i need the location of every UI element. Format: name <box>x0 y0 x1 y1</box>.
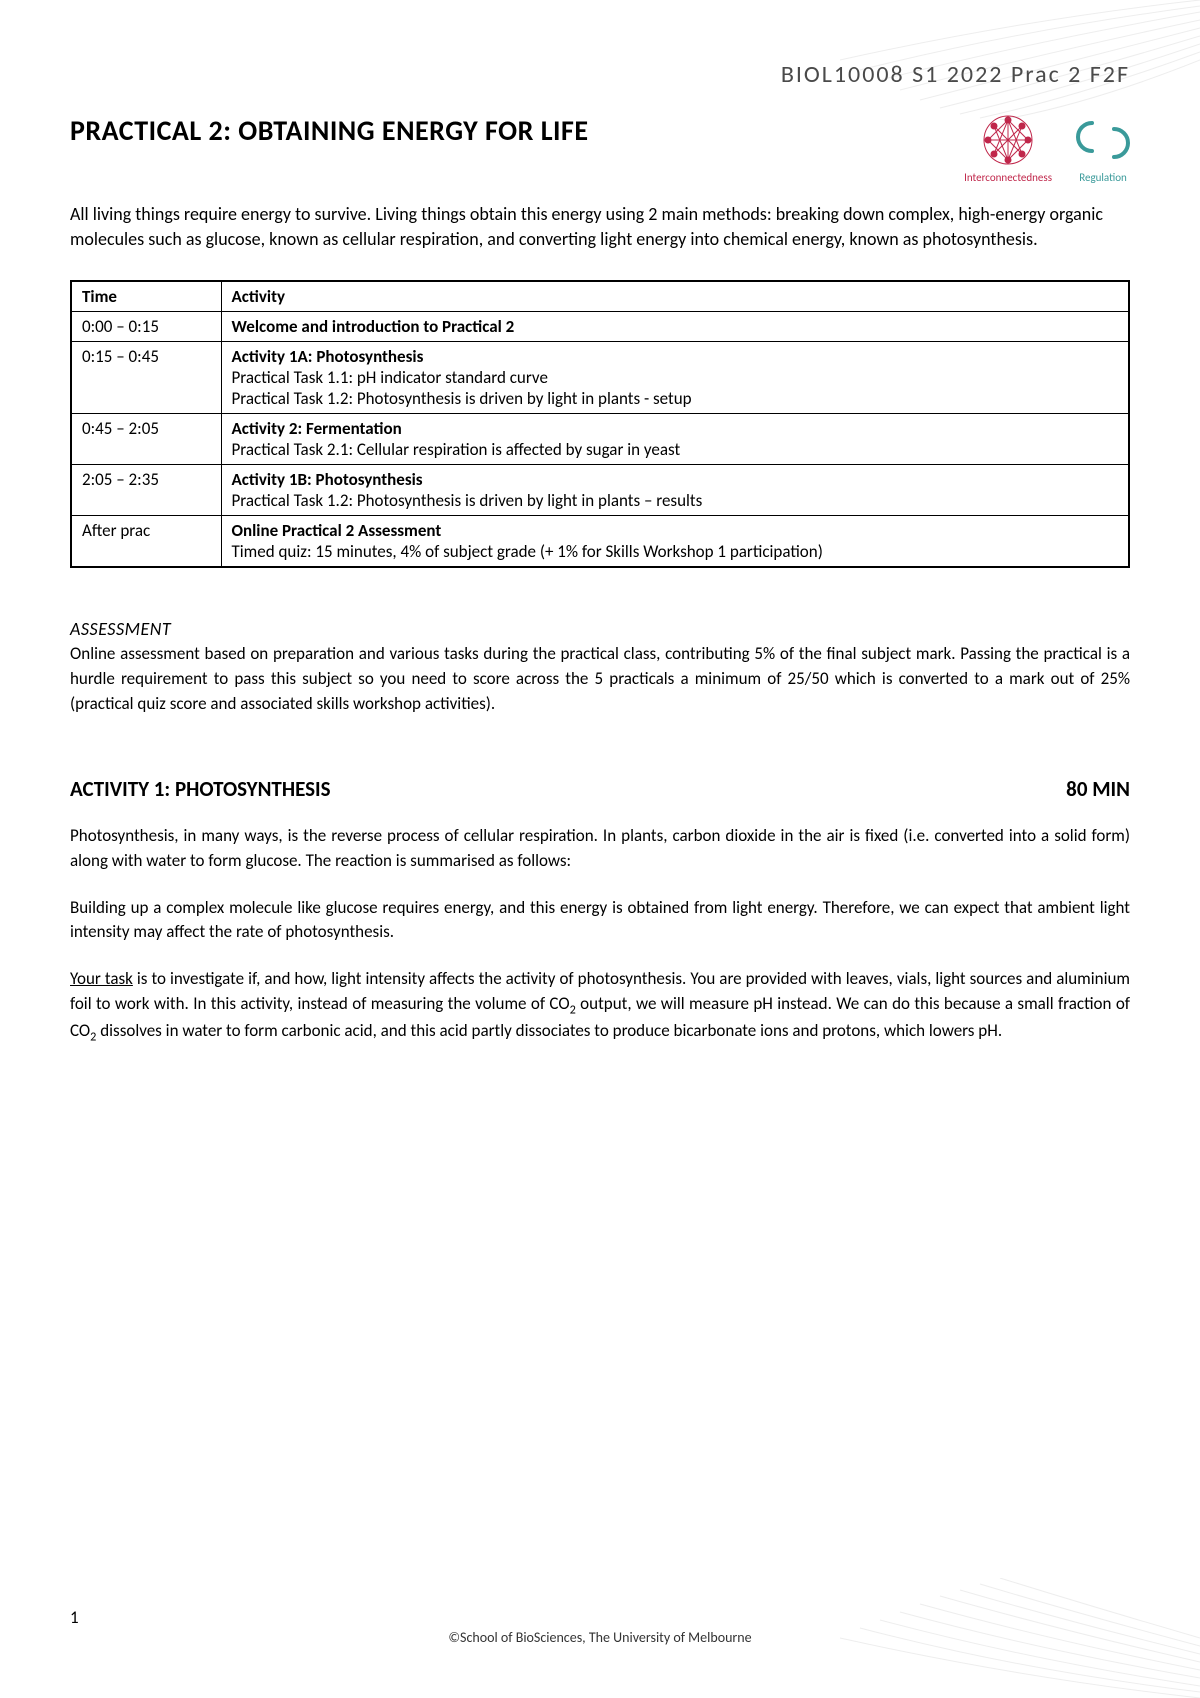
activity-subline: Practical Task 1.2: Photosynthesis is dr… <box>232 388 1119 409</box>
cell-time: After prac <box>71 516 221 568</box>
intro-paragraph: All living things require energy to surv… <box>70 202 1130 252</box>
table-row: 0:45 – 2:05Activity 2: FermentationPract… <box>71 414 1129 465</box>
activity-subline: Timed quiz: 15 minutes, 4% of subject gr… <box>232 541 1119 562</box>
activity1-p2: Building up a complex molecule like gluc… <box>70 896 1130 945</box>
col-time: Time <box>71 281 221 312</box>
concept-badges: Interconnectedness Regulation <box>964 113 1130 184</box>
cell-activity: Online Practical 2 AssessmentTimed quiz:… <box>221 516 1129 568</box>
regulation-icon <box>1076 113 1130 167</box>
cell-activity: Welcome and introduction to Practical 2 <box>221 312 1129 342</box>
badge-interconnectedness: Interconnectedness <box>964 113 1052 184</box>
cell-activity: Activity 2: FermentationPractical Task 2… <box>221 414 1129 465</box>
page-number: 1 <box>70 1607 79 1628</box>
cell-time: 2:05 – 2:35 <box>71 465 221 516</box>
cell-activity: Activity 1A: PhotosynthesisPractical Tas… <box>221 342 1129 414</box>
interconnectedness-icon <box>981 113 1035 167</box>
activity1-title: ACTIVITY 1: PHOTOSYNTHESIS <box>70 776 331 802</box>
task-lead: Your task <box>70 968 133 989</box>
activity-row-title: Activity 1A: Photosynthesis <box>232 346 424 367</box>
activity-row-title: Activity 1B: Photosynthesis <box>232 469 423 490</box>
cell-time: 0:15 – 0:45 <box>71 342 221 414</box>
activity-subline: Practical Task 1.2: Photosynthesis is dr… <box>232 490 1119 511</box>
feather-decoration-top <box>840 0 1200 120</box>
cell-activity: Activity 1B: PhotosynthesisPractical Tas… <box>221 465 1129 516</box>
col-activity: Activity <box>221 281 1129 312</box>
cell-time: 0:00 – 0:15 <box>71 312 221 342</box>
schedule-table: Time Activity 0:00 – 0:15 Welcome and int… <box>70 280 1130 568</box>
footer-copyright: ©School of BioSciences, The University o… <box>0 1629 1200 1646</box>
task-text-c: dissolves in water to form carbonic acid… <box>96 1020 1002 1041</box>
activity-row-title: Activity 2: Fermentation <box>232 418 402 439</box>
assessment-heading: ASSESSMENT <box>70 618 1130 640</box>
table-row: 0:00 – 0:15 Welcome and introduction to P… <box>71 312 1129 342</box>
page-title: PRACTICAL 2: OBTAINING ENERGY FOR LIFE <box>70 113 589 148</box>
activity1-p1: Photosynthesis, in many ways, is the rev… <box>70 824 1130 873</box>
activity-row-title: Online Practical 2 Assessment <box>232 520 442 541</box>
activity-row-title: Welcome and introduction to Practical 2 <box>232 316 515 337</box>
activity-subline: Practical Task 1.1: pH indicator standar… <box>232 367 1119 388</box>
table-row: 0:15 – 0:45Activity 1A: PhotosynthesisPr… <box>71 342 1129 414</box>
badge-regulation: Regulation <box>1076 113 1130 184</box>
badge-label: Interconnectedness <box>964 171 1052 184</box>
table-row: After pracOnline Practical 2 AssessmentT… <box>71 516 1129 568</box>
table-row: 2:05 – 2:35Activity 1B: PhotosynthesisPr… <box>71 465 1129 516</box>
activity1-duration: 80 MIN <box>1066 776 1130 802</box>
badge-label: Regulation <box>1079 171 1127 184</box>
activity-subline: Practical Task 2.1: Cellular respiration… <box>232 439 1119 460</box>
cell-time: 0:45 – 2:05 <box>71 414 221 465</box>
activity1-task: Your task is to investigate if, and how,… <box>70 967 1130 1046</box>
assessment-text: Online assessment based on preparation a… <box>70 642 1130 716</box>
